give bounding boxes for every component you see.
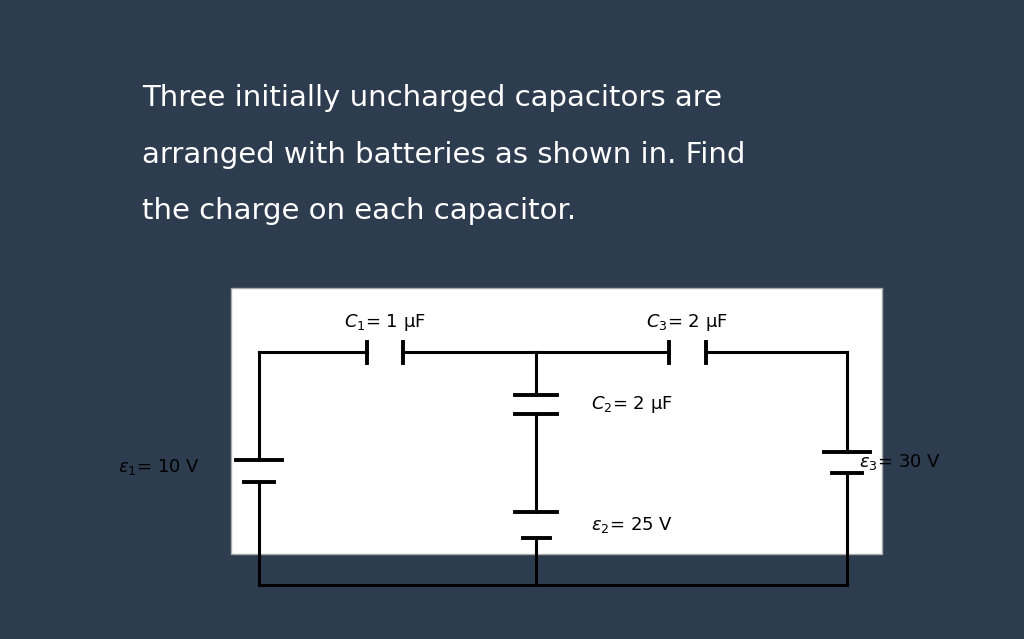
Text: $C_1$= 1 μF: $C_1$= 1 μF (344, 312, 426, 333)
Text: Three initially uncharged capacitors are: Three initially uncharged capacitors are (142, 84, 722, 112)
Text: $C_3$= 2 μF: $C_3$= 2 μF (646, 312, 728, 333)
Text: $\varepsilon_3$= 30 V: $\varepsilon_3$= 30 V (859, 452, 941, 472)
Text: arranged with batteries as shown in. Find: arranged with batteries as shown in. Fin… (142, 141, 745, 169)
Text: $\varepsilon_2$= 25 V: $\varepsilon_2$= 25 V (591, 515, 673, 535)
FancyBboxPatch shape (231, 288, 882, 554)
Text: the charge on each capacitor.: the charge on each capacitor. (142, 197, 577, 225)
Text: $C_2$= 2 μF: $C_2$= 2 μF (591, 394, 673, 415)
Text: $\varepsilon_1$= 10 V: $\varepsilon_1$= 10 V (119, 457, 201, 477)
